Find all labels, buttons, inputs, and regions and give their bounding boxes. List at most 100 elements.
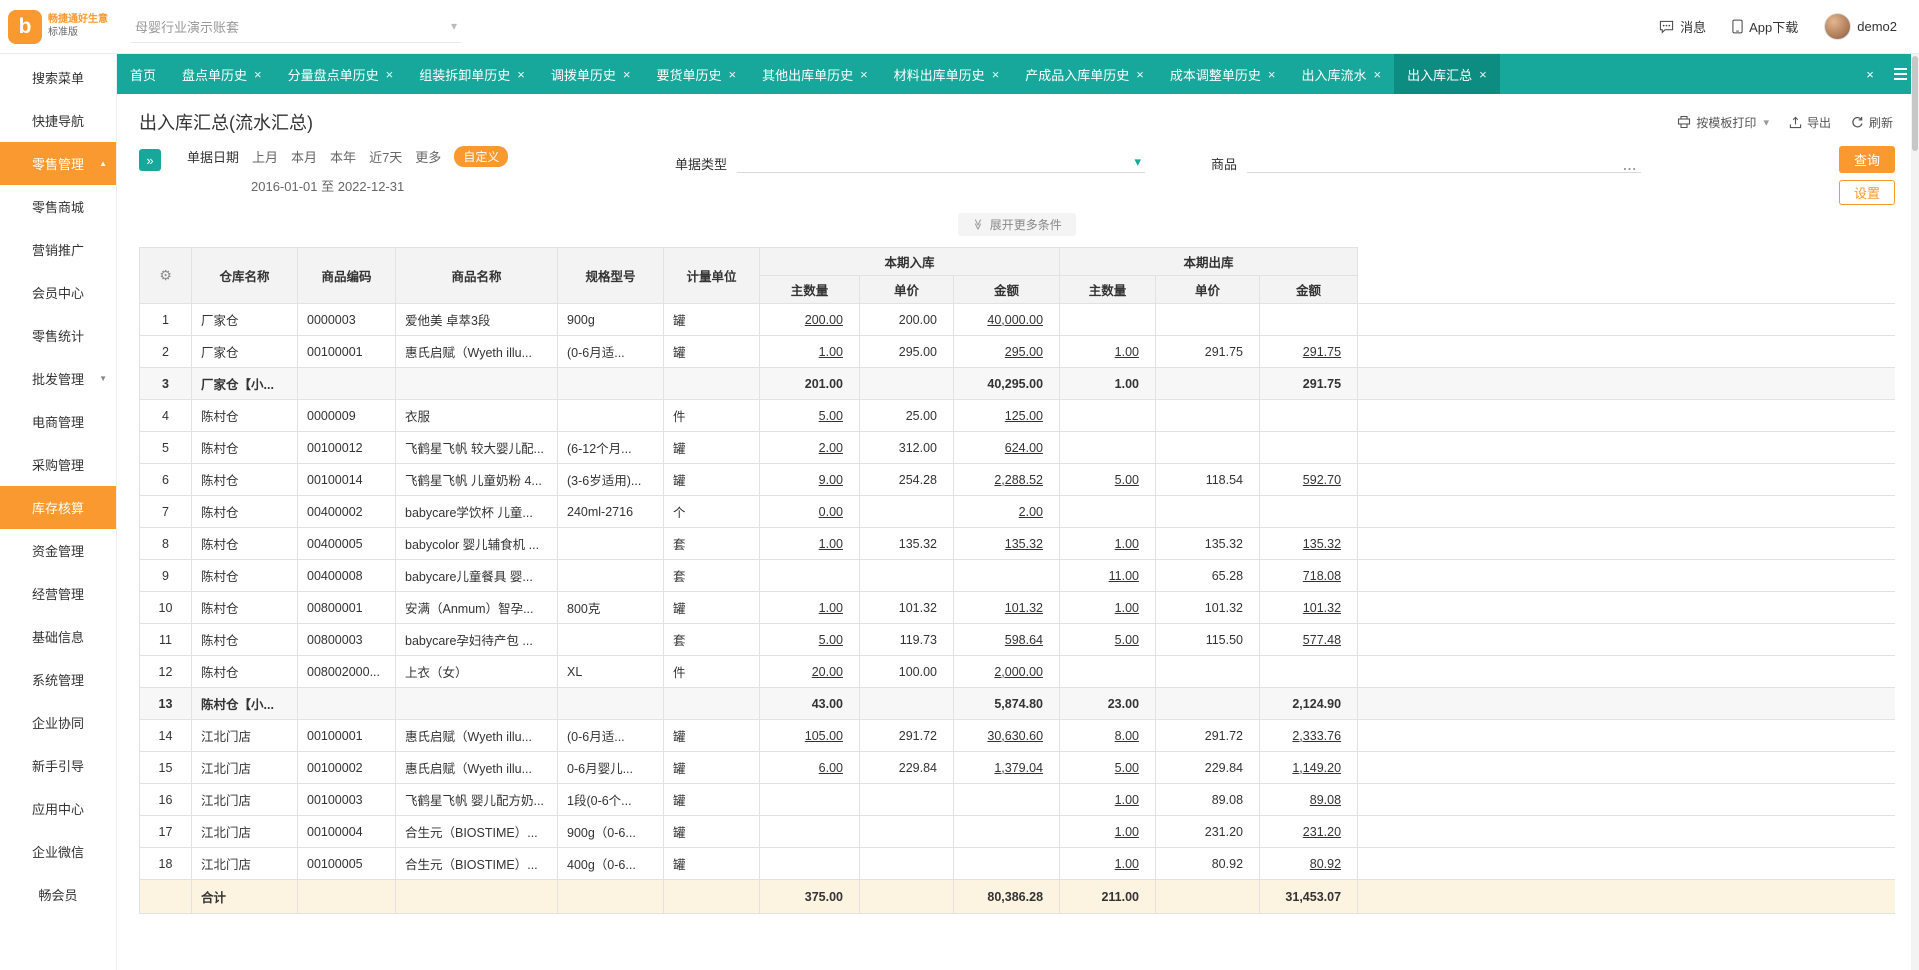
in-qty-cell-link[interactable]: 5.00 [818,632,843,647]
tab-close-icon[interactable]: × [860,66,868,82]
sidebar-item-3[interactable]: 零售商城 [0,185,116,228]
col-header-out-qty[interactable]: 主数量 [1059,275,1157,304]
tab-close-icon[interactable]: × [991,66,1000,82]
col-header-spec[interactable]: 规格型号 [557,247,664,304]
app-logo[interactable]: b 畅捷通好生意 标准版 [0,0,117,53]
date-quick-option-3[interactable]: 近7天 [369,150,403,165]
out-qty-cell-link[interactable]: 5.00 [1114,632,1140,647]
close-all-tabs-button[interactable]: × [1857,54,1883,94]
in-amount-cell-link[interactable]: 40,000.00 [987,312,1044,327]
tab-close-icon[interactable]: × [1373,66,1382,82]
tab-8[interactable]: 产成品入库单历史 × [1012,54,1157,94]
sidebar-item-4[interactable]: 营销推广 [0,228,116,271]
tab-close-icon[interactable]: × [517,66,525,82]
tab-2[interactable]: 分量盘点单历史 × [275,54,407,94]
in-qty-cell-link[interactable]: 0.00 [818,504,843,519]
col-header-unit[interactable]: 计量单位 [663,247,760,304]
col-header-code[interactable]: 商品编码 [297,247,396,304]
out-amount-cell-link[interactable]: 592.70 [1302,472,1342,487]
sidebar-item-14[interactable]: 系统管理 [0,658,116,701]
out-amount-cell-link[interactable]: 135.32 [1302,536,1342,551]
tab-4[interactable]: 调拨单历史 × [538,54,644,94]
sidebar-item-8[interactable]: 电商管理 [0,400,116,443]
export-button[interactable]: 导出 [1789,114,1831,131]
sidebar-item-2[interactable]: 零售管理 ▲ [0,142,116,185]
date-quick-option-0[interactable]: 上月 [252,150,279,165]
in-amount-cell-link[interactable]: 135.32 [1004,536,1044,551]
column-settings-gear-icon[interactable]: ⚙ [139,247,192,304]
out-qty-cell-link[interactable]: 1.00 [1114,792,1140,807]
in-qty-cell-link[interactable]: 1.00 [818,344,843,359]
vertical-scrollbar[interactable] [1911,54,1919,970]
tab-close-icon[interactable]: × [728,66,737,82]
tab-1[interactable]: 盘点单历史 × [169,54,275,94]
in-amount-cell-link[interactable]: 101.32 [1004,600,1044,615]
settings-button[interactable]: 设置 [1839,180,1895,205]
in-amount-cell-link[interactable]: 2.00 [1018,504,1044,519]
sidebar-item-18[interactable]: 企业微信 [0,830,116,873]
doc-type-input[interactable]: ▾ [737,149,1145,173]
table-subtotal-row[interactable]: 13 陈村仓【小... 43.00 5,874.80 23.00 2,124.90 [139,687,1895,720]
out-amount-cell-link[interactable]: 101.32 [1302,600,1342,615]
out-amount-cell-link[interactable]: 80.92 [1309,856,1342,871]
user-menu[interactable]: demo2 [1824,13,1897,40]
account-select[interactable]: 母婴行业演示账套 ▾ [131,11,461,43]
col-header-warehouse[interactable]: 仓库名称 [191,247,298,304]
in-amount-cell-link[interactable]: 1,379.04 [994,760,1044,775]
in-amount-cell-link[interactable]: 295.00 [1004,344,1044,359]
table-subtotal-row[interactable]: 3 厂家仓【小... 201.00 40,295.00 1.00 291.75 [139,367,1895,400]
sidebar-item-1[interactable]: 快捷导航 [0,99,116,142]
sidebar-item-6[interactable]: 零售统计 [0,314,116,357]
out-qty-cell-link[interactable]: 8.00 [1114,728,1140,743]
in-qty-cell-link[interactable]: 1.00 [818,600,843,615]
chevron-down-icon[interactable]: ▾ [1134,154,1141,169]
table-row[interactable]: 10 陈村仓 00800001 安满（Anmum）智孕... 800克罐 1.00 101.… [139,591,1895,624]
expand-more-conditions-button[interactable]: ≫ 展开更多条件 [958,213,1076,236]
out-amount-cell-link[interactable]: 2,333.76 [1292,728,1342,743]
col-header-out-amount[interactable]: 金额 [1259,275,1359,304]
col-header-in-price[interactable]: 单价 [859,275,954,304]
out-qty-cell-link[interactable]: 1.00 [1114,824,1140,839]
sidebar-item-17[interactable]: 应用中心 [0,787,116,830]
scrollbar-thumb[interactable] [1912,56,1918,151]
out-qty-cell-link[interactable]: 5.00 [1114,472,1140,487]
out-qty-cell-link[interactable]: 1.00 [1114,856,1140,871]
in-qty-cell-link[interactable]: 2.00 [818,440,843,455]
out-amount-cell-link[interactable]: 291.75 [1302,344,1342,359]
table-row[interactable]: 2 厂家仓 00100001 惠氏启赋（Wyeth illu... (0-6月适... 罐… [139,335,1895,368]
print-by-template-button[interactable]: 按模板打印 ▾ [1677,114,1769,131]
in-qty-cell-link[interactable]: 105.00 [804,728,843,743]
in-amount-cell-link[interactable]: 2,288.52 [994,472,1044,487]
table-row[interactable]: 12 陈村仓 008002000... 上衣（女） XL 件 20.00 100.00 2,00… [139,655,1895,688]
in-amount-cell-link[interactable]: 624.00 [1004,440,1044,455]
col-header-in-qty[interactable]: 主数量 [759,275,860,304]
table-row[interactable]: 16 江北门店 00100003 飞鹤星飞帆 婴儿配方奶... 1段(0-6个... 罐 1… [139,783,1895,816]
filter-panel-toggle-button[interactable]: » [139,149,161,171]
in-amount-cell-link[interactable]: 125.00 [1004,408,1044,423]
in-qty-cell-link[interactable]: 9.00 [818,472,843,487]
tab-close-icon[interactable]: × [1136,66,1144,82]
in-qty-cell-link[interactable]: 20.00 [811,664,843,679]
out-amount-cell-link[interactable]: 231.20 [1302,824,1342,839]
sidebar-item-7[interactable]: 批发管理 ▼ [0,357,116,400]
tab-close-icon[interactable]: × [254,66,262,82]
product-input[interactable]: ... [1247,149,1641,173]
table-row[interactable]: 15 江北门店 00100002 惠氏启赋（Wyeth illu... 0-6月婴儿..… [139,751,1895,784]
sidebar-item-13[interactable]: 基础信息 [0,615,116,658]
tab-close-icon[interactable]: × [1479,66,1487,82]
tab-0[interactable]: 首页 [117,54,169,94]
sidebar-item-10[interactable]: 库存核算 [0,486,116,529]
in-qty-cell-link[interactable]: 6.00 [818,760,843,775]
in-amount-cell-link[interactable]: 598.64 [1004,632,1044,647]
tab-5[interactable]: 要货单历史 × [643,54,749,94]
date-custom-badge[interactable]: 自定义 [454,146,509,167]
sidebar-item-12[interactable]: 经营管理 [0,572,116,615]
sidebar-item-19[interactable]: 畅会员 [0,873,116,916]
tab-close-icon[interactable]: × [1267,66,1276,82]
in-amount-cell-link[interactable]: 30,630.60 [987,728,1044,743]
query-button[interactable]: 查询 [1839,146,1895,173]
more-options-icon[interactable]: ... [1623,158,1637,173]
tab-7[interactable]: 材料出库单历史 × [881,54,1013,94]
col-header-in-amount[interactable]: 金额 [953,275,1061,304]
table-row[interactable]: 4 陈村仓 0000009 衣服 件 5.00 25.00 125.00 [139,399,1895,432]
